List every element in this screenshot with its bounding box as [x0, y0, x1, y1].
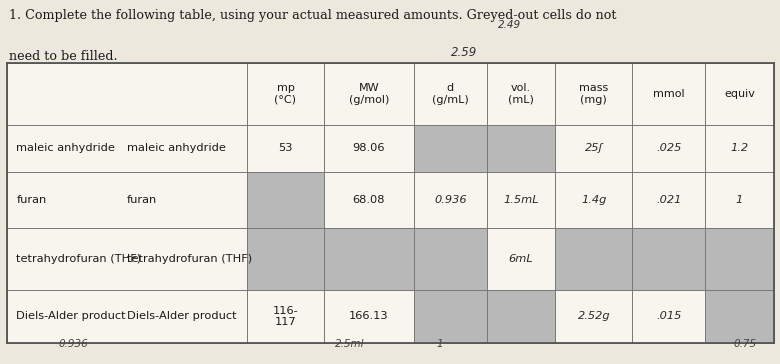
Text: Diels-Alder product: Diels-Alder product [16, 311, 126, 321]
Text: 0.936: 0.936 [58, 340, 88, 349]
Text: 2.52g: 2.52g [577, 311, 610, 321]
Text: tetrahydrofuran (THF): tetrahydrofuran (THF) [127, 254, 252, 264]
Text: 116-
117: 116- 117 [272, 306, 298, 327]
Text: mass
(mg): mass (mg) [580, 83, 608, 104]
Text: 2.5ml: 2.5ml [335, 340, 365, 349]
Text: d
(g/mL): d (g/mL) [432, 83, 469, 104]
Text: 0.75: 0.75 [733, 340, 757, 349]
Text: Diels-Alder product: Diels-Alder product [127, 311, 236, 321]
Text: 6mL: 6mL [509, 254, 534, 264]
Text: 53: 53 [278, 143, 292, 153]
Text: furan: furan [16, 195, 47, 205]
Text: 1.4g: 1.4g [581, 195, 607, 205]
Text: 1.5mL: 1.5mL [503, 195, 539, 205]
Text: 98.06: 98.06 [353, 143, 385, 153]
Text: 2.49: 2.49 [498, 20, 521, 30]
Text: .015: .015 [656, 311, 682, 321]
Text: 166.13: 166.13 [349, 311, 388, 321]
Text: 1.2: 1.2 [730, 143, 749, 153]
Text: MW
(g/mol): MW (g/mol) [349, 83, 389, 104]
Text: tetrahydrofuran (THF): tetrahydrofuran (THF) [16, 254, 141, 264]
Text: maleic anhydride: maleic anhydride [127, 143, 226, 153]
Text: 2.59: 2.59 [451, 46, 477, 59]
Text: .021: .021 [656, 195, 682, 205]
Text: 1: 1 [437, 340, 443, 349]
Text: need to be filled.: need to be filled. [9, 50, 118, 63]
Text: equiv: equiv [724, 89, 755, 99]
Text: 25ʃ: 25ʃ [585, 143, 603, 153]
Text: 0.936: 0.936 [434, 195, 466, 205]
Text: 1. Complete the following table, using your actual measured amounts. Greyed-out : 1. Complete the following table, using y… [9, 9, 617, 22]
Text: furan: furan [127, 195, 158, 205]
Text: mp
(°C): mp (°C) [275, 83, 296, 104]
Text: 68.08: 68.08 [353, 195, 385, 205]
Text: mmol: mmol [653, 89, 685, 99]
Text: maleic anhydride: maleic anhydride [16, 143, 115, 153]
Text: vol.
(mL): vol. (mL) [508, 83, 534, 104]
Text: .025: .025 [656, 143, 682, 153]
Text: 1: 1 [736, 195, 743, 205]
